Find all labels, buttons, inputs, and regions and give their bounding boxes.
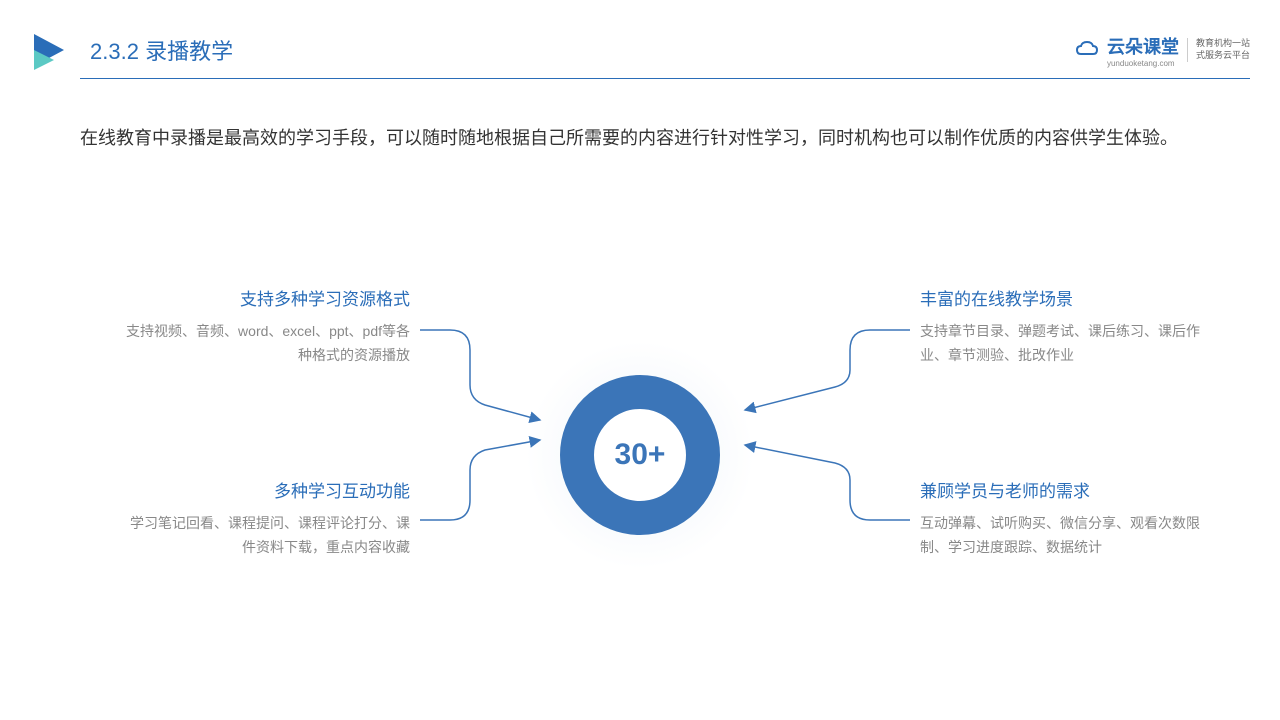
center-value: 30+ — [615, 438, 666, 472]
section-name: 录播教学 — [145, 39, 233, 64]
feature-desc: 学习笔记回看、课程提问、课程评论打分、课件资料下载，重点内容收藏 — [120, 512, 410, 560]
feature-desc: 互动弹幕、试听购买、微信分享、观看次数限制、学习进度跟踪、数据统计 — [920, 512, 1210, 560]
intro-paragraph: 在线教育中录播是最高效的学习手段，可以随时随地根据自己所需要的内容进行针对性学习… — [80, 120, 1220, 156]
header-left: 2.3.2 录播教学 — [30, 30, 233, 70]
logo-domain: yunduoketang.com — [1107, 59, 1179, 68]
feature-title: 丰富的在线教学场景 — [920, 285, 1210, 310]
feature-desc: 支持视频、音频、word、excel、ppt、pdf等各种格式的资源播放 — [120, 320, 410, 368]
section-number: 2.3.2 — [90, 39, 139, 64]
section-title: 2.3.2 录播教学 — [90, 34, 233, 66]
logo-tagline: 教育机构一站 式服务云平台 — [1187, 38, 1250, 61]
logo-area: 云朵课堂 yunduoketang.com 教育机构一站 式服务云平台 — [1075, 33, 1250, 68]
feature-top-left: 支持多种学习资源格式 支持视频、音频、word、excel、ppt、pdf等各种… — [120, 285, 410, 368]
title-underline — [80, 78, 1250, 79]
feature-top-right: 丰富的在线教学场景 支持章节目录、弹题考试、课后练习、课后作业、章节测验、批改作… — [920, 285, 1210, 368]
slide-header: 2.3.2 录播教学 云朵课堂 yunduoketang.com 教育机构一站 … — [30, 30, 1250, 70]
center-ring: 30+ — [560, 375, 720, 535]
feature-title: 支持多种学习资源格式 — [120, 285, 410, 310]
feature-diagram: 30+ 支持多种学习资源格式 支持视频、音频、word、excel、ppt、pd… — [0, 255, 1280, 655]
tagline-1: 教育机构一站 — [1196, 38, 1250, 50]
center-circle: 30+ — [525, 340, 755, 570]
tagline-2: 式服务云平台 — [1196, 50, 1250, 62]
feature-bottom-left: 多种学习互动功能 学习笔记回看、课程提问、课程评论打分、课件资料下载，重点内容收… — [120, 477, 410, 560]
feature-desc: 支持章节目录、弹题考试、课后练习、课后作业、章节测验、批改作业 — [920, 320, 1210, 368]
feature-title: 兼顾学员与老师的需求 — [920, 477, 1210, 502]
logo-name: 云朵课堂 — [1107, 33, 1179, 59]
logo-text-wrap: 云朵课堂 yunduoketang.com — [1107, 33, 1179, 68]
feature-title: 多种学习互动功能 — [120, 477, 410, 502]
play-triangle-icon — [30, 30, 70, 70]
cloud-icon — [1075, 40, 1099, 60]
feature-bottom-right: 兼顾学员与老师的需求 互动弹幕、试听购买、微信分享、观看次数限制、学习进度跟踪、… — [920, 477, 1210, 560]
